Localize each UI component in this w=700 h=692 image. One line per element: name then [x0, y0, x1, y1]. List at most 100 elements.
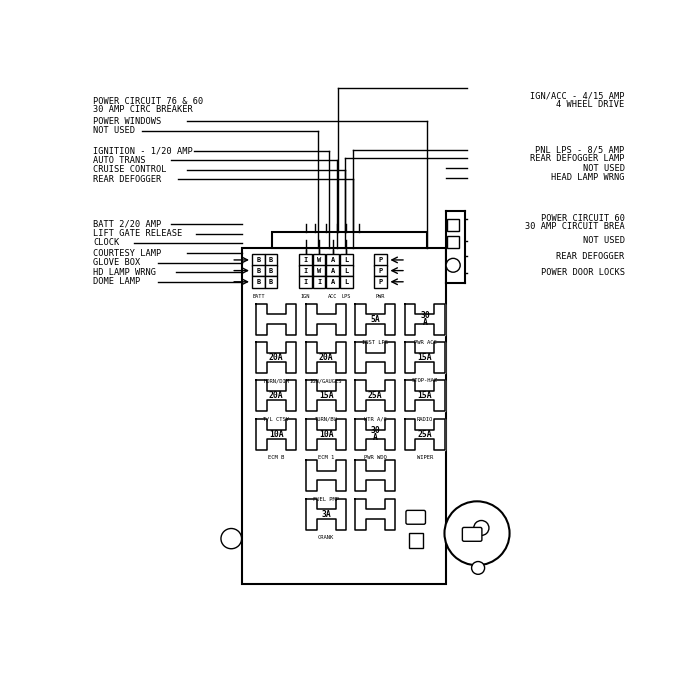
Text: PWR ACC: PWR ACC: [414, 340, 436, 345]
Bar: [252, 254, 265, 266]
Polygon shape: [405, 304, 444, 334]
Bar: [265, 265, 277, 277]
Bar: [265, 254, 277, 266]
Text: T/L CTSY: T/L CTSY: [263, 417, 289, 421]
Bar: [340, 276, 353, 288]
Polygon shape: [307, 499, 346, 529]
Polygon shape: [355, 381, 395, 411]
Text: 30 AMP CIRC BREAKER: 30 AMP CIRC BREAKER: [93, 105, 192, 114]
Bar: [446, 211, 465, 283]
Bar: [326, 276, 339, 288]
Text: 20A: 20A: [269, 353, 284, 362]
Text: REAR DEFOGGER: REAR DEFOGGER: [556, 252, 624, 261]
Bar: [326, 265, 339, 277]
Text: A: A: [330, 257, 335, 263]
Circle shape: [221, 529, 241, 549]
Text: FUEL PMP: FUEL PMP: [313, 497, 340, 502]
Bar: [447, 219, 459, 231]
Text: PNL LPS - 8/5 AMP: PNL LPS - 8/5 AMP: [536, 146, 624, 155]
Text: I: I: [317, 279, 321, 285]
Text: LPS: LPS: [342, 294, 351, 299]
Text: PWR: PWR: [376, 294, 385, 299]
Text: 15A: 15A: [418, 353, 432, 362]
Text: B: B: [256, 268, 260, 273]
Text: POWER WINDOWS: POWER WINDOWS: [93, 117, 161, 126]
Text: 25A: 25A: [418, 430, 432, 439]
Text: IGNITION - 1/20 AMP: IGNITION - 1/20 AMP: [93, 146, 192, 155]
Bar: [242, 248, 446, 584]
Bar: [374, 265, 386, 277]
Text: STOP-HAZ: STOP-HAZ: [412, 379, 438, 383]
Bar: [313, 276, 326, 288]
Text: LIFT GATE RELEASE: LIFT GATE RELEASE: [93, 229, 182, 238]
Text: W: W: [317, 268, 321, 273]
Polygon shape: [405, 381, 444, 411]
Polygon shape: [307, 342, 346, 373]
Text: ECM B: ECM B: [268, 455, 284, 460]
Text: BATT: BATT: [252, 294, 265, 299]
Text: 15A: 15A: [418, 391, 432, 400]
Bar: [313, 265, 326, 277]
Bar: [447, 237, 459, 248]
Bar: [252, 276, 265, 288]
Text: A: A: [330, 268, 335, 273]
Text: COURTESY LAMP: COURTESY LAMP: [93, 248, 161, 257]
Text: 10A: 10A: [319, 430, 333, 439]
Text: P: P: [378, 257, 383, 263]
Bar: [340, 265, 353, 277]
Polygon shape: [256, 342, 296, 373]
Text: POWER DOOR LOCKS: POWER DOOR LOCKS: [540, 268, 624, 277]
Text: INST LPS: INST LPS: [362, 340, 388, 345]
Text: 15A: 15A: [319, 391, 333, 400]
Text: A: A: [372, 433, 377, 442]
Text: B: B: [269, 268, 273, 273]
Text: B: B: [269, 279, 273, 285]
Text: WIPER: WIPER: [416, 455, 433, 460]
Text: ECM 1: ECM 1: [318, 455, 335, 460]
Polygon shape: [355, 419, 395, 450]
Text: HD LAMP WRNG: HD LAMP WRNG: [93, 268, 156, 277]
Text: 4 WHEEL DRIVE: 4 WHEEL DRIVE: [556, 100, 624, 109]
Text: IGN/ACC - 4/15 AMP: IGN/ACC - 4/15 AMP: [530, 92, 624, 101]
Polygon shape: [355, 342, 395, 373]
Text: HORN/DIM: HORN/DIM: [263, 379, 289, 383]
Text: PWR WDO: PWR WDO: [364, 455, 386, 460]
Polygon shape: [256, 381, 296, 411]
FancyBboxPatch shape: [406, 511, 426, 525]
Text: REAR DEFOGGER: REAR DEFOGGER: [93, 175, 161, 184]
Circle shape: [444, 501, 510, 565]
Polygon shape: [256, 419, 296, 450]
Text: B: B: [269, 257, 273, 263]
Text: L: L: [344, 257, 349, 263]
Text: 5A: 5A: [370, 315, 380, 324]
Bar: [300, 265, 312, 277]
Polygon shape: [307, 304, 346, 334]
Circle shape: [474, 520, 489, 536]
Text: POWER CIRCUIT 76 & 60: POWER CIRCUIT 76 & 60: [93, 97, 203, 106]
Text: 3A: 3A: [321, 509, 331, 518]
Text: L: L: [344, 268, 349, 273]
Text: A: A: [423, 318, 428, 327]
Bar: [252, 265, 265, 277]
Text: HEAD LAMP WRNG: HEAD LAMP WRNG: [551, 174, 624, 183]
Text: A: A: [330, 279, 335, 285]
Polygon shape: [405, 419, 444, 450]
Text: BATT 2/20 AMP: BATT 2/20 AMP: [93, 220, 161, 229]
Text: NOT USED: NOT USED: [582, 164, 624, 173]
Text: ACC: ACC: [328, 294, 337, 299]
Bar: [313, 254, 326, 266]
Bar: [300, 276, 312, 288]
Text: IGN/GAUGES: IGN/GAUGES: [310, 379, 342, 383]
Text: HTR A/C: HTR A/C: [364, 417, 386, 421]
Bar: [265, 276, 277, 288]
Polygon shape: [405, 342, 444, 373]
Text: I: I: [304, 268, 308, 273]
Bar: [300, 254, 312, 266]
Text: P: P: [378, 268, 383, 273]
Text: B: B: [256, 279, 260, 285]
Polygon shape: [355, 499, 395, 529]
Text: 20A: 20A: [319, 353, 333, 362]
Text: TURN/BU: TURN/BU: [315, 417, 337, 421]
Text: CRANK: CRANK: [318, 535, 335, 540]
Bar: [340, 254, 353, 266]
